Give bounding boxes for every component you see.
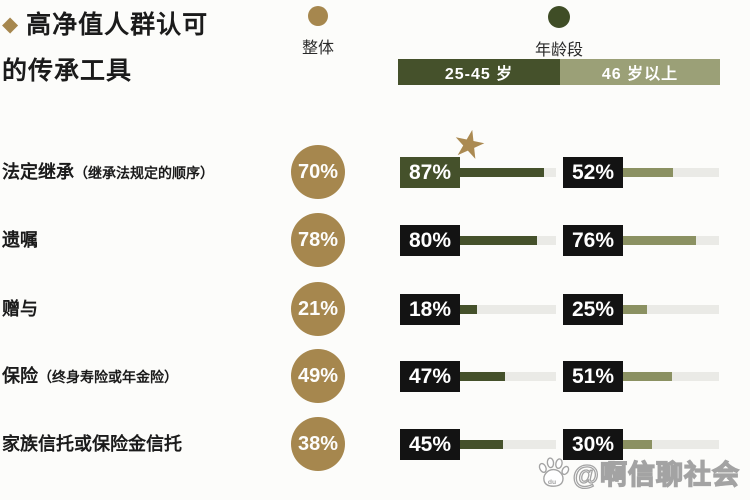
table-row: 遗嘱 78% 80% 76% — [0, 210, 750, 270]
bar-fill-25-45 — [460, 168, 544, 177]
row-label-main: 遗嘱 — [2, 230, 38, 250]
bar-fill-25-45 — [460, 440, 504, 449]
value-box-25-45: 87% — [400, 157, 460, 188]
bar-fill-25-45 — [460, 236, 537, 245]
bar-fill-46plus — [623, 168, 673, 177]
bar-track-25-45 — [460, 236, 556, 245]
bar-fill-46plus — [623, 372, 672, 381]
value-box-25-45: 18% — [400, 294, 460, 325]
bar-track-46plus — [623, 440, 719, 449]
overall-badge: 70% — [291, 145, 345, 199]
row-label-main: 法定继承 — [2, 162, 74, 182]
paw-du-text: du — [548, 479, 556, 486]
bar-track-46plus — [623, 236, 719, 245]
overall-badge: 38% — [291, 417, 345, 471]
overall-dot-icon — [308, 6, 328, 26]
age-dot-icon — [548, 6, 570, 28]
row-label: 赠与 — [2, 279, 38, 339]
diamond-icon: ◆ — [2, 13, 20, 36]
value-box-46plus: 52% — [563, 157, 623, 188]
title-line-2: 的传承工具 — [2, 57, 133, 85]
bar-track-25-45 — [460, 372, 556, 381]
overall-badge: 21% — [291, 282, 345, 336]
bar-fill-46plus — [623, 236, 696, 245]
bar-track-25-45 — [460, 305, 556, 314]
bar-track-46plus — [623, 372, 719, 381]
bar-fill-25-45 — [460, 372, 506, 381]
page-title: ◆ 高净值人群认可 的传承工具 — [2, 2, 208, 94]
value-box-46plus: 25% — [563, 294, 623, 325]
value-box-25-45: 47% — [400, 361, 460, 392]
row-label-main: 保险 — [2, 366, 38, 386]
bar-track-46plus — [623, 305, 719, 314]
row-label: 家族信托或保险金信托 — [2, 414, 182, 474]
watermark: du @啊信聊社会 — [536, 453, 740, 492]
bar-fill-46plus — [623, 305, 647, 314]
legend-age-label: 年龄段 — [534, 42, 583, 59]
baidu-paw-icon: du — [538, 456, 569, 487]
legend-age: 年龄段 — [509, 6, 609, 60]
bar-track-25-45 — [460, 440, 556, 449]
bar-track-25-45 — [460, 168, 556, 177]
row-label: 法定继承（继承法规定的顺序） — [2, 142, 214, 202]
watermark-handle: @啊信聊社会 — [572, 459, 740, 490]
age-group-25-45: 25-45 岁 — [398, 59, 560, 85]
star-icon: ★ — [448, 120, 491, 170]
value-box-25-45: 45% — [400, 429, 460, 460]
overall-badge: 78% — [291, 213, 345, 267]
age-group-46plus: 46 岁以上 — [560, 59, 720, 85]
row-label-note: （终身寿险或年金险） — [38, 369, 178, 385]
title-line-1: ◆ 高净值人群认可 — [2, 2, 208, 48]
legend-overall: 整体 — [288, 6, 348, 58]
age-group-header: 25-45 岁 46 岁以上 — [398, 59, 720, 85]
row-label-note: （继承法规定的顺序） — [74, 165, 214, 181]
row-label-main: 家族信托或保险金信托 — [2, 434, 182, 454]
title-text-1: 高净值人群认可 — [26, 11, 209, 39]
value-box-25-45: 80% — [400, 225, 460, 256]
bar-fill-25-45 — [460, 305, 478, 314]
value-box-46plus: 51% — [563, 361, 623, 392]
row-label: 遗嘱 — [2, 210, 38, 270]
row-label: 保险（终身寿险或年金险） — [2, 346, 178, 406]
table-row: 保险（终身寿险或年金险） 49% 47% 51% — [0, 346, 750, 406]
bar-track-46plus — [623, 168, 719, 177]
bar-fill-46plus — [623, 440, 652, 449]
row-label-main: 赠与 — [2, 299, 38, 319]
value-box-46plus: 30% — [563, 429, 623, 460]
table-row: 家族信托或保险金信托 38% 45% 30% — [0, 414, 750, 474]
table-row: 赠与 21% 18% 25% — [0, 279, 750, 339]
value-box-46plus: 76% — [563, 225, 623, 256]
table-row: 法定继承（继承法规定的顺序） 70% ★ 87% 52% — [0, 121, 750, 202]
overall-badge: 49% — [291, 349, 345, 403]
legend-overall-label: 整体 — [301, 40, 334, 57]
